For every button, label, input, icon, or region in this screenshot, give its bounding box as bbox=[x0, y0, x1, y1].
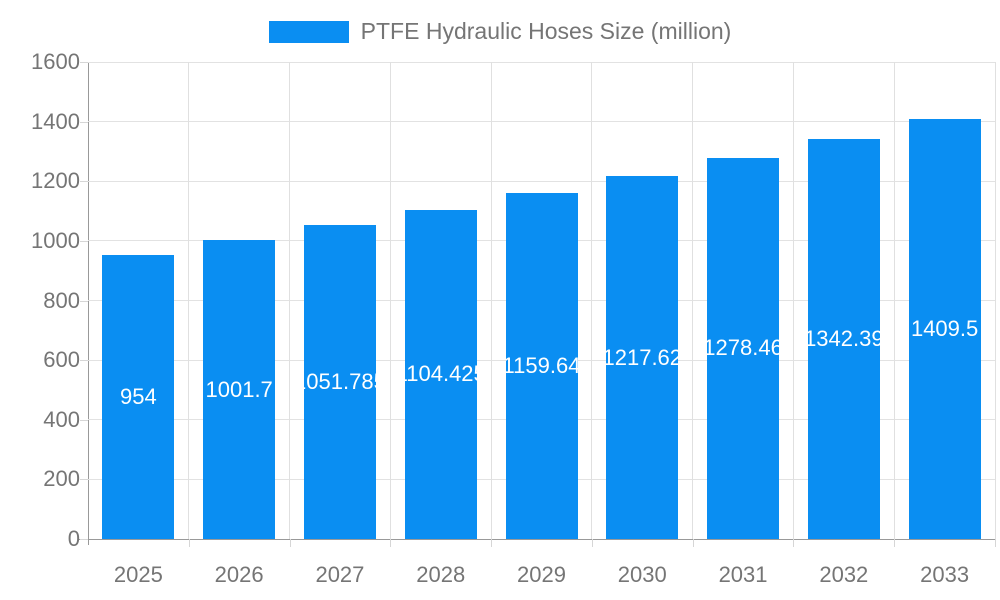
x-tick-5 bbox=[591, 539, 593, 547]
plot-area: 954 1001.7 1051.785 1104.425 1159.64 1217.62 1… bbox=[88, 61, 996, 539]
bar-value-label-2032: 1342.39 bbox=[807, 325, 880, 351]
v-gridline-3 bbox=[389, 62, 391, 539]
x-axis-label-2029: 2029 bbox=[517, 562, 566, 587]
x-axis-label-2033: 2033 bbox=[920, 562, 970, 587]
y-tick-0 bbox=[80, 539, 88, 540]
bar-value-label-2025: 954 bbox=[120, 383, 157, 409]
y-tick-800 bbox=[80, 300, 88, 302]
y-tick-1600 bbox=[80, 62, 88, 63]
v-gridline-4 bbox=[490, 62, 492, 539]
h-gridline-1200 bbox=[88, 180, 995, 182]
x-axis-label-2028: 2028 bbox=[416, 562, 466, 587]
x-axis-label-2030: 2030 bbox=[617, 562, 667, 587]
bar-2030: 1217.62 bbox=[606, 176, 679, 539]
bar-2033: 1409.5 bbox=[908, 118, 981, 539]
y-tick-1000 bbox=[80, 240, 88, 242]
bar-value-label-2031: 1278.46 bbox=[707, 335, 780, 361]
y-axis-label-1400: 1400 bbox=[31, 108, 80, 134]
bar-value-label-2033: 1409.5 bbox=[910, 315, 979, 341]
y-axis-label-200: 200 bbox=[43, 466, 80, 492]
bar-value-label-2030: 1217.62 bbox=[606, 344, 679, 370]
y-axis-line bbox=[88, 62, 89, 545]
v-gridline-2 bbox=[289, 62, 291, 539]
x-tick-3 bbox=[390, 539, 392, 547]
x-tick-2 bbox=[289, 539, 291, 547]
bar-2029: 1159.64 bbox=[505, 193, 578, 539]
y-tick-1200 bbox=[80, 181, 88, 183]
y-axis-label-1600: 1600 bbox=[31, 49, 80, 74]
y-axis-label-0: 0 bbox=[67, 526, 80, 551]
x-tick-6 bbox=[692, 539, 694, 547]
y-tick-1400 bbox=[80, 121, 88, 123]
h-gridline-1400 bbox=[88, 121, 995, 123]
v-gridline-9 bbox=[994, 62, 996, 539]
x-axis-line bbox=[79, 539, 995, 540]
x-axis-label-2031: 2031 bbox=[718, 562, 768, 587]
y-axis-label-1200: 1200 bbox=[31, 168, 80, 194]
x-tick-9 bbox=[995, 539, 996, 547]
bar-2032: 1342.39 bbox=[807, 138, 880, 539]
bar-value-label-2029: 1159.64 bbox=[505, 353, 578, 379]
x-axis-label-2032: 2032 bbox=[819, 562, 869, 587]
x-tick-8 bbox=[894, 539, 896, 547]
y-axis-label-1000: 1000 bbox=[31, 227, 80, 253]
bar-2025: 954 bbox=[102, 254, 175, 539]
y-axis-label-800: 800 bbox=[43, 287, 80, 313]
bar-value-label-2027: 1051.785 bbox=[304, 369, 376, 395]
x-tick-7 bbox=[793, 539, 795, 547]
v-gridline-7 bbox=[792, 62, 794, 539]
legend-label: PTFE Hydraulic Hoses Size (million) bbox=[360, 18, 732, 44]
legend-item[interactable]: PTFE Hydraulic Hoses Size (million) bbox=[268, 18, 732, 45]
chart-legend: PTFE Hydraulic Hoses Size (million) bbox=[0, 18, 1000, 45]
x-axis-label-2025: 2025 bbox=[113, 562, 163, 587]
x-tick-1 bbox=[188, 539, 190, 547]
v-gridline-1 bbox=[188, 62, 190, 539]
bar-2031: 1278.46 bbox=[707, 157, 780, 539]
bar-2026: 1001.7 bbox=[203, 240, 276, 539]
y-axis-label-600: 600 bbox=[43, 347, 80, 373]
y-tick-600 bbox=[80, 360, 88, 362]
bar-2027: 1051.785 bbox=[303, 225, 376, 539]
h-gridline-1600 bbox=[88, 61, 995, 63]
v-gridline-8 bbox=[893, 62, 895, 539]
y-axis-label-400: 400 bbox=[43, 406, 80, 432]
x-axis-label-2026: 2026 bbox=[214, 562, 264, 587]
v-gridline-5 bbox=[591, 62, 593, 539]
bar-value-label-2028: 1104.425 bbox=[405, 361, 477, 387]
bar-value-label-2026: 1001.7 bbox=[205, 376, 273, 402]
x-axis-label-2027: 2027 bbox=[315, 562, 365, 587]
x-tick-4 bbox=[491, 539, 493, 547]
y-tick-200 bbox=[80, 479, 88, 481]
v-gridline-6 bbox=[692, 62, 694, 539]
y-tick-400 bbox=[80, 419, 88, 421]
legend-swatch-icon bbox=[268, 20, 349, 43]
bar-2028: 1104.425 bbox=[404, 209, 477, 539]
